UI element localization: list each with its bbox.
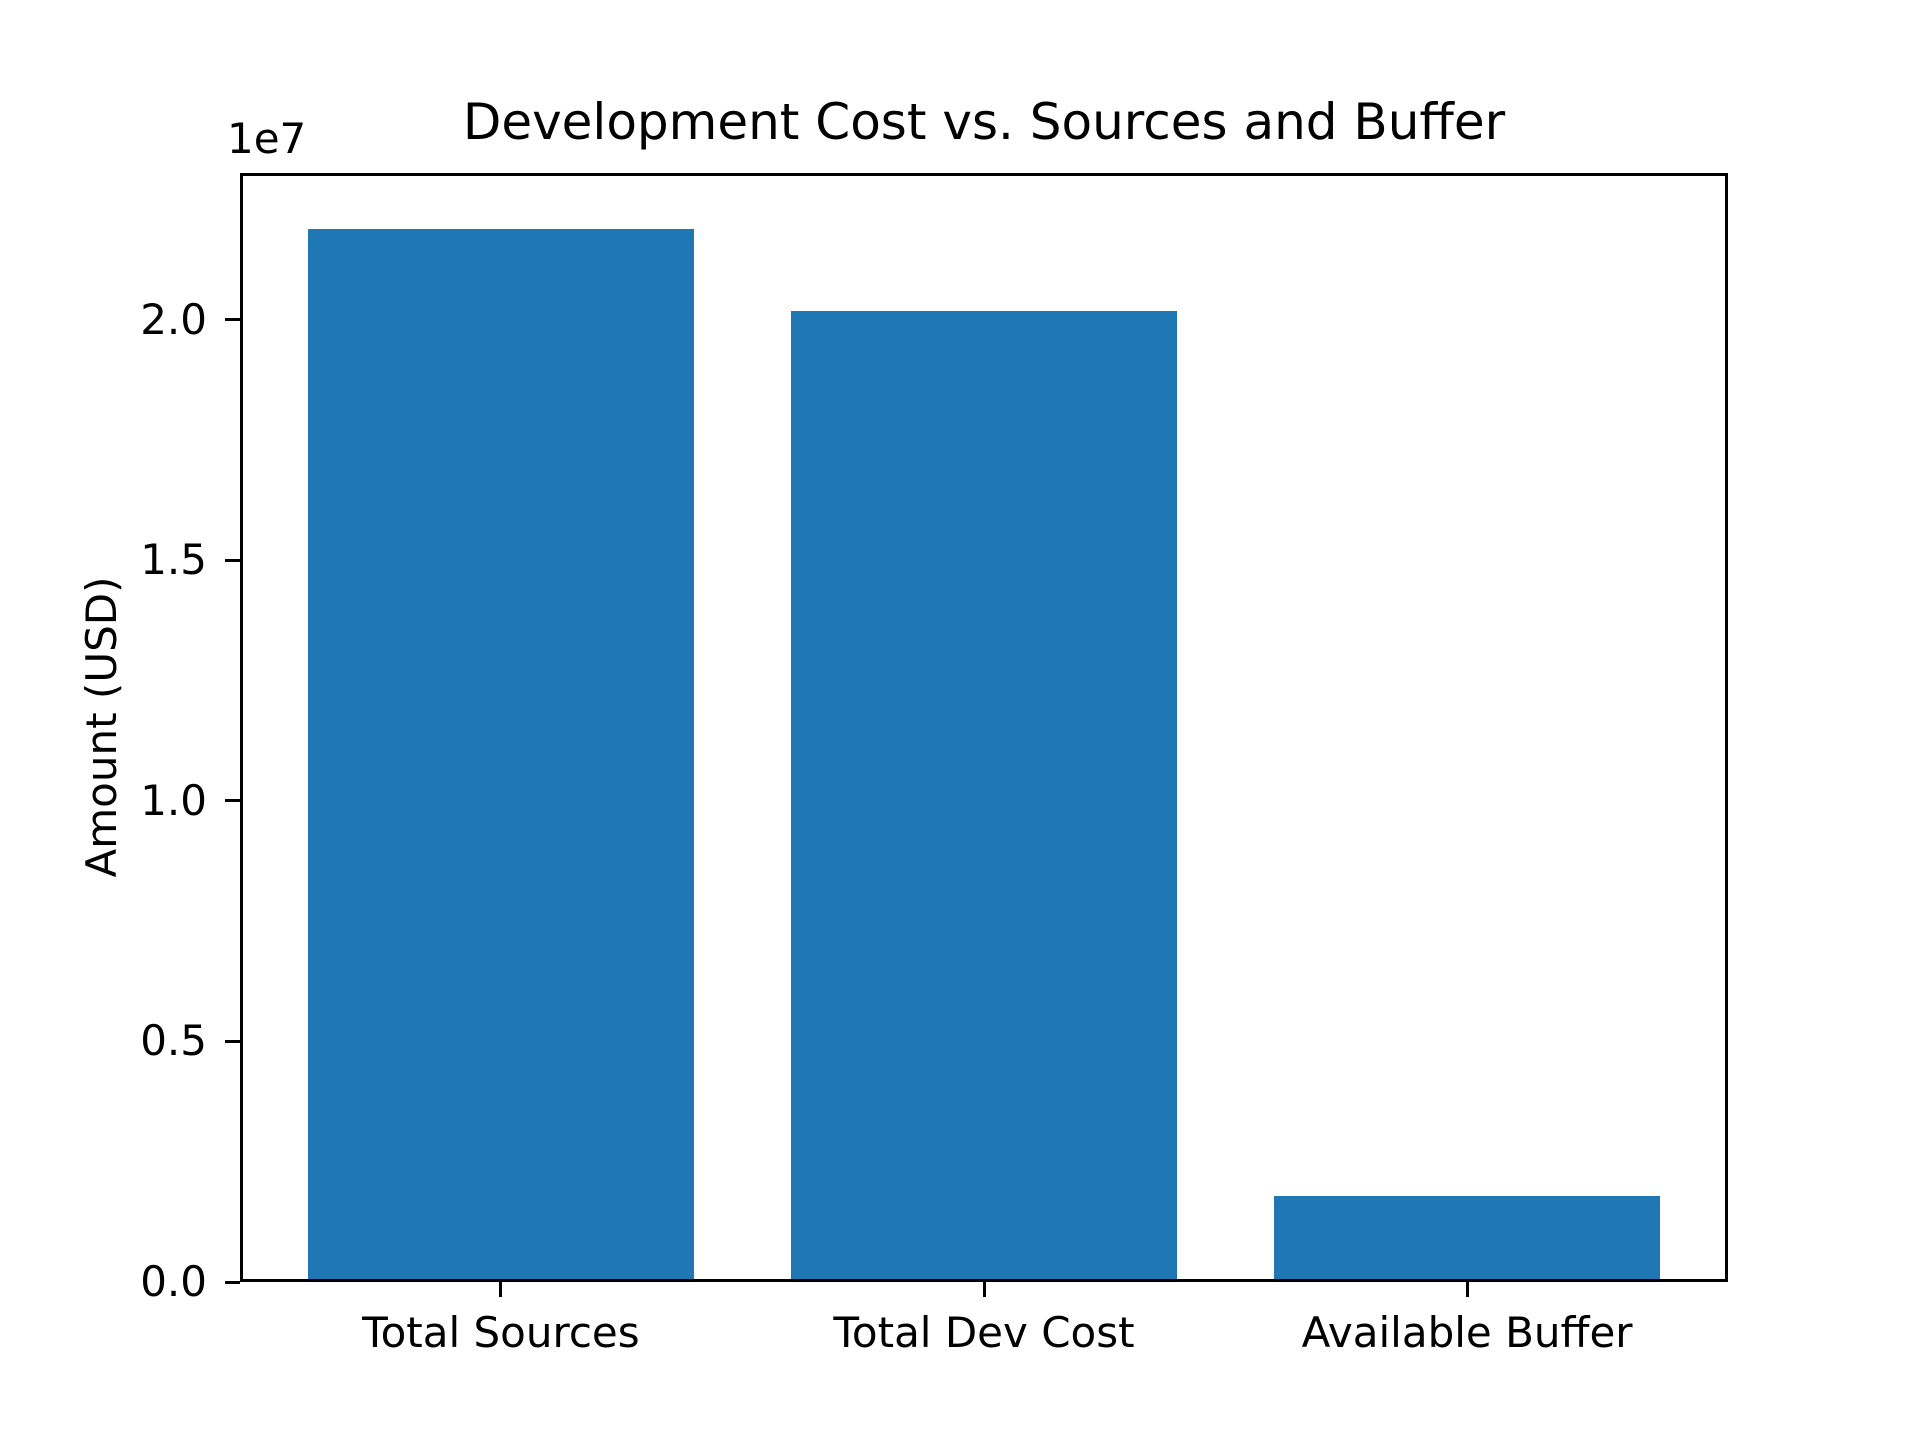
- x-tick-label-total-sources: Total Sources: [362, 1308, 640, 1357]
- x-tick-mark: [499, 1282, 503, 1297]
- y-tick-label-2-0: 2.0: [140, 294, 207, 344]
- x-tick-mark: [1465, 1282, 1469, 1297]
- y-tick-mark: [225, 1280, 240, 1284]
- x-tick-label-total-dev-cost: Total Dev Cost: [833, 1308, 1135, 1357]
- y-axis-label: Amount (USD): [77, 576, 126, 878]
- y-tick-mark: [225, 799, 240, 803]
- plot-area: [240, 173, 1728, 1282]
- bar-total-dev-cost: [790, 311, 1178, 1279]
- y-tick-mark: [225, 318, 240, 322]
- y-tick-label-1-0: 1.0: [140, 775, 207, 825]
- y-tick-label-1-5: 1.5: [140, 535, 207, 585]
- bar-available-buffer: [1273, 1196, 1661, 1279]
- y-tick-label-0-0: 0.0: [140, 1257, 207, 1306]
- x-tick-label-available-buffer: Available Buffer: [1301, 1308, 1633, 1357]
- y-axis-offset-text: 1e7: [227, 114, 307, 163]
- y-tick-mark: [225, 1039, 240, 1043]
- y-tick-mark: [225, 558, 240, 562]
- chart-title: Development Cost vs. Sources and Buffer: [462, 93, 1506, 151]
- bar-total-sources: [307, 228, 695, 1279]
- x-tick-mark: [982, 1282, 986, 1297]
- y-tick-label-0-5: 0.5: [140, 1016, 207, 1066]
